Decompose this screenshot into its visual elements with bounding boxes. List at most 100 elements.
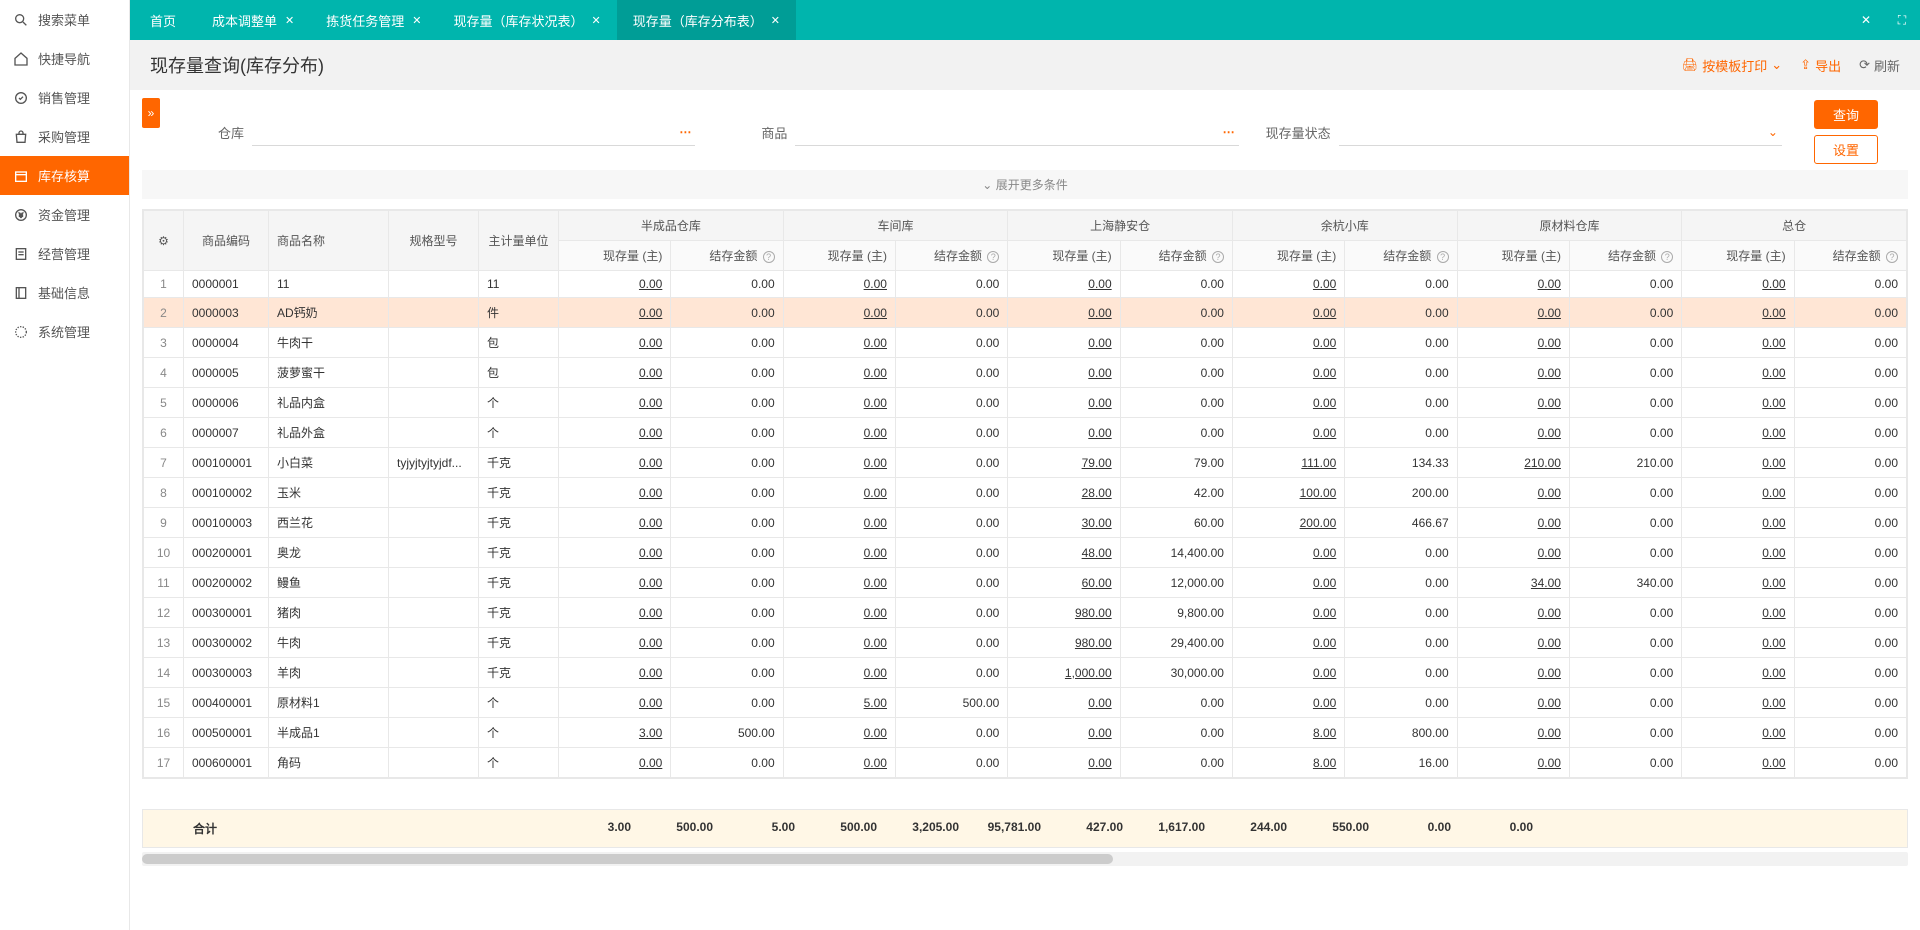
cell-val-4[interactable]: 980.00: [1008, 628, 1120, 658]
cell-val-4[interactable]: 48.00: [1008, 538, 1120, 568]
cell-val-8[interactable]: 0.00: [1457, 478, 1569, 508]
table-row[interactable]: 10000200001奥龙千克0.000.000.000.0048.0014,4…: [144, 538, 1907, 568]
cell-val-2[interactable]: 0.00: [783, 538, 895, 568]
table-row[interactable]: 15000400001原材料1个0.000.005.00500.000.000.…: [144, 688, 1907, 718]
cell-val-6[interactable]: 0.00: [1232, 328, 1344, 358]
cell-val-2[interactable]: 0.00: [783, 358, 895, 388]
tab-2[interactable]: 拣货任务管理✕: [310, 0, 437, 40]
cell-val-10[interactable]: 0.00: [1682, 328, 1794, 358]
cell-val-8[interactable]: 0.00: [1457, 418, 1569, 448]
sidebar-item-1[interactable]: 快捷导航: [0, 39, 129, 78]
close-icon[interactable]: ✕: [771, 14, 780, 27]
cell-val-2[interactable]: 0.00: [783, 568, 895, 598]
sidebar-item-4[interactable]: 库存核算: [0, 156, 129, 195]
cell-val-4[interactable]: 0.00: [1008, 358, 1120, 388]
cell-val-4[interactable]: 0.00: [1008, 271, 1120, 298]
table-row[interactable]: 16000500001半成品1个3.00500.000.000.000.000.…: [144, 718, 1907, 748]
help-icon[interactable]: ?: [1437, 251, 1449, 263]
cell-val-2[interactable]: 0.00: [783, 448, 895, 478]
tab-0[interactable]: 首页: [130, 0, 196, 40]
ellipsis-icon[interactable]: ⋯: [1219, 125, 1239, 139]
table-row[interactable]: 60000007礼品外盒个0.000.000.000.000.000.000.0…: [144, 418, 1907, 448]
cell-val-4[interactable]: 0.00: [1008, 388, 1120, 418]
table-row[interactable]: 14000300003羊肉千克0.000.000.000.001,000.003…: [144, 658, 1907, 688]
cell-val-8[interactable]: 0.00: [1457, 658, 1569, 688]
cell-val-10[interactable]: 0.00: [1682, 598, 1794, 628]
cell-val-6[interactable]: 0.00: [1232, 298, 1344, 328]
cell-val-0[interactable]: 0.00: [559, 688, 671, 718]
cell-val-6[interactable]: 200.00: [1232, 508, 1344, 538]
cell-val-0[interactable]: 0.00: [559, 298, 671, 328]
cell-val-10[interactable]: 0.00: [1682, 358, 1794, 388]
cell-val-10[interactable]: 0.00: [1682, 388, 1794, 418]
cell-val-4[interactable]: 980.00: [1008, 598, 1120, 628]
cell-val-4[interactable]: 0.00: [1008, 718, 1120, 748]
cell-val-10[interactable]: 0.00: [1682, 718, 1794, 748]
cell-val-0[interactable]: 3.00: [559, 718, 671, 748]
table-row[interactable]: 1000000111110.000.000.000.000.000.000.00…: [144, 271, 1907, 298]
cell-val-6[interactable]: 0.00: [1232, 388, 1344, 418]
sidebar-item-6[interactable]: 经营管理: [0, 234, 129, 273]
cell-val-0[interactable]: 0.00: [559, 388, 671, 418]
help-icon[interactable]: ?: [1886, 251, 1898, 263]
close-icon[interactable]: ✕: [285, 14, 294, 27]
tab-4[interactable]: 现存量（库存分布表）✕: [617, 0, 796, 40]
cell-val-4[interactable]: 0.00: [1008, 298, 1120, 328]
cell-val-0[interactable]: 0.00: [559, 568, 671, 598]
cell-val-2[interactable]: 0.00: [783, 298, 895, 328]
cell-val-0[interactable]: 0.00: [559, 448, 671, 478]
table-row[interactable]: 11000200002鳗鱼千克0.000.000.000.0060.0012,0…: [144, 568, 1907, 598]
ellipsis-icon[interactable]: ⋯: [675, 125, 695, 139]
table-row[interactable]: 13000300002牛肉千克0.000.000.000.00980.0029,…: [144, 628, 1907, 658]
cell-val-8[interactable]: 0.00: [1457, 538, 1569, 568]
expand-more-filters[interactable]: ⌄ 展开更多条件: [142, 170, 1908, 199]
cell-val-10[interactable]: 0.00: [1682, 688, 1794, 718]
cell-val-6[interactable]: 0.00: [1232, 688, 1344, 718]
cell-val-0[interactable]: 0.00: [559, 418, 671, 448]
cell-val-10[interactable]: 0.00: [1682, 748, 1794, 778]
cell-val-10[interactable]: 0.00: [1682, 538, 1794, 568]
tab-close-all-button[interactable]: ✕: [1848, 0, 1884, 40]
cell-val-4[interactable]: 60.00: [1008, 568, 1120, 598]
tab-fullscreen-button[interactable]: ⛶: [1884, 0, 1920, 40]
cell-val-6[interactable]: 111.00: [1232, 448, 1344, 478]
export-button[interactable]: ⇪ 导出: [1800, 56, 1841, 75]
cell-val-0[interactable]: 0.00: [559, 358, 671, 388]
close-icon[interactable]: ✕: [412, 14, 421, 27]
table-row[interactable]: 7000100001小白菜tyjyjtyjtyjdf...千克0.000.000…: [144, 448, 1907, 478]
cell-val-6[interactable]: 0.00: [1232, 358, 1344, 388]
cell-val-8[interactable]: 0.00: [1457, 718, 1569, 748]
cell-val-0[interactable]: 0.00: [559, 508, 671, 538]
filter-product-input[interactable]: ⋯: [795, 118, 1238, 146]
cell-val-4[interactable]: 0.00: [1008, 748, 1120, 778]
cell-val-10[interactable]: 0.00: [1682, 628, 1794, 658]
cell-val-4[interactable]: 0.00: [1008, 328, 1120, 358]
table-row[interactable]: 9000100003西兰花千克0.000.000.000.0030.0060.0…: [144, 508, 1907, 538]
cell-val-4[interactable]: 0.00: [1008, 688, 1120, 718]
cell-val-4[interactable]: 79.00: [1008, 448, 1120, 478]
cell-val-0[interactable]: 0.00: [559, 328, 671, 358]
cell-val-8[interactable]: 0.00: [1457, 298, 1569, 328]
table-row[interactable]: 50000006礼品内盒个0.000.000.000.000.000.000.0…: [144, 388, 1907, 418]
cell-val-10[interactable]: 0.00: [1682, 508, 1794, 538]
tab-1[interactable]: 成本调整单✕: [196, 0, 310, 40]
cell-val-6[interactable]: 8.00: [1232, 718, 1344, 748]
cell-val-2[interactable]: 0.00: [783, 658, 895, 688]
cell-val-4[interactable]: 0.00: [1008, 418, 1120, 448]
cell-val-6[interactable]: 0.00: [1232, 271, 1344, 298]
cell-val-0[interactable]: 0.00: [559, 538, 671, 568]
cell-val-10[interactable]: 0.00: [1682, 658, 1794, 688]
cell-val-2[interactable]: 5.00: [783, 688, 895, 718]
sidebar-item-7[interactable]: 基础信息: [0, 273, 129, 312]
help-icon[interactable]: ?: [763, 251, 775, 263]
filter-collapse-toggle[interactable]: »: [142, 98, 160, 128]
cell-val-0[interactable]: 0.00: [559, 628, 671, 658]
horizontal-scrollbar[interactable]: [142, 852, 1908, 866]
scrollbar-thumb[interactable]: [142, 854, 1113, 864]
help-icon[interactable]: ?: [1212, 251, 1224, 263]
cell-val-2[interactable]: 0.00: [783, 628, 895, 658]
settings-button[interactable]: 设置: [1814, 135, 1878, 164]
cell-val-0[interactable]: 0.00: [559, 478, 671, 508]
cell-val-0[interactable]: 0.00: [559, 658, 671, 688]
print-template-button[interactable]: 🖨 按模板打印 ⌄: [1682, 56, 1782, 75]
